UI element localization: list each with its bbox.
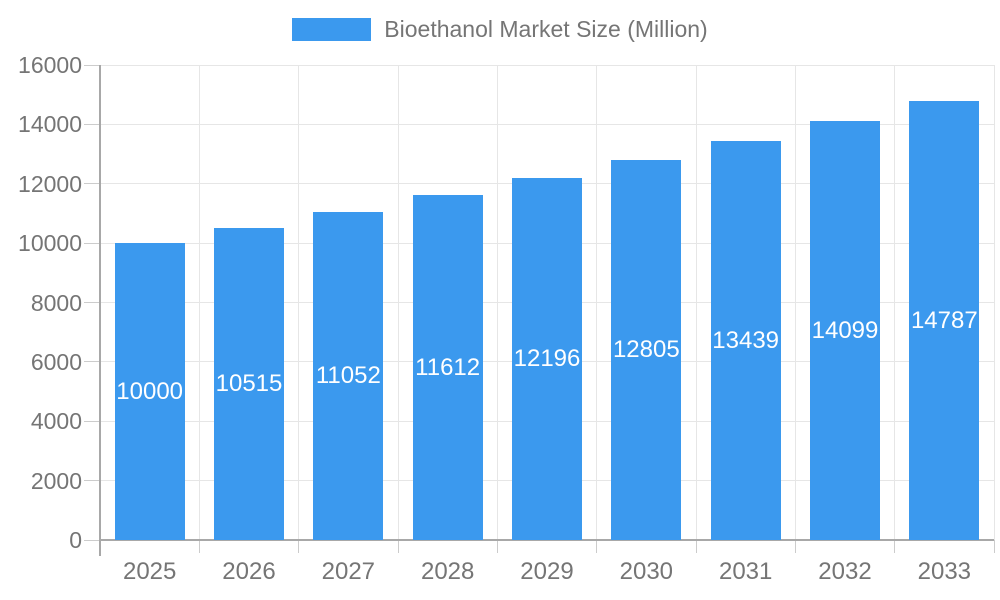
x-gridline (794, 65, 796, 540)
x-axis-line (100, 539, 994, 541)
x-gridline (596, 65, 598, 540)
legend[interactable]: Bioethanol Market Size (Million) (0, 16, 1000, 43)
bar-value-label: 11052 (315, 361, 381, 389)
y-axis-tick (84, 420, 100, 422)
bar-2025 (114, 243, 185, 540)
y-gridline (100, 123, 994, 125)
x-axis-tick (794, 540, 796, 553)
bar-value-label: 14787 (910, 306, 978, 334)
x-axis-tick-label: 2029 (520, 558, 574, 585)
y-axis-tick-label: 6000 (30, 348, 82, 375)
x-axis-tick (993, 540, 995, 553)
y-axis-tick-label: 12000 (18, 170, 82, 197)
x-axis-tick (298, 540, 300, 553)
x-axis-tick (397, 540, 399, 553)
x-axis-tick-label: 2032 (818, 558, 872, 585)
x-axis-tick-label: 2026 (222, 558, 276, 585)
bar-value-label: 12196 (513, 344, 581, 372)
bar-value-label: 10515 (215, 369, 283, 397)
y-axis-tick-label: 16000 (18, 52, 82, 78)
y-axis-tick-label: 14000 (18, 111, 82, 138)
bar-value-label: 12805 (612, 335, 680, 363)
x-axis-tick-label: 2028 (420, 558, 475, 585)
y-axis-tick (84, 302, 100, 303)
x-axis-tick-label: 2030 (619, 558, 674, 585)
y-axis-tick (84, 480, 100, 482)
x-gridline (298, 65, 300, 540)
x-axis-tick-label: 2033 (917, 558, 972, 585)
bar-2029 (512, 177, 582, 540)
y-axis-tick-label: 2000 (30, 467, 82, 494)
bar-2031 (710, 141, 781, 540)
y-axis-tick (84, 123, 100, 125)
y-axis-tick-label: 10000 (18, 230, 82, 257)
y-axis-tick (84, 539, 100, 541)
x-gridline (397, 65, 399, 540)
x-gridline (894, 65, 896, 540)
y-axis-tick (84, 242, 100, 244)
x-gridline (496, 65, 498, 540)
x-axis-tick (695, 540, 697, 553)
x-axis-tick-label: 2025 (122, 558, 177, 585)
y-axis-tick (84, 64, 100, 66)
y-axis-tick-label: 8000 (30, 289, 82, 316)
x-axis-tick-label: 2031 (718, 558, 773, 585)
y-axis-tick-label: 4000 (30, 408, 82, 435)
x-axis-tick (198, 540, 200, 553)
bar-2026 (214, 227, 284, 540)
bar-2030 (611, 159, 682, 540)
x-gridline (198, 65, 200, 540)
bar-2027 (313, 211, 384, 540)
x-axis-tick (894, 540, 896, 553)
bar-value-label: 14099 (811, 316, 879, 344)
legend-label: Bioethanol Market Size (Million) (384, 16, 708, 42)
y-axis-line (99, 65, 101, 556)
bar-2032 (810, 121, 880, 540)
bar-2033 (909, 101, 980, 540)
x-axis-tick-label: 2027 (321, 558, 376, 585)
y-axis-tick (84, 361, 100, 363)
x-axis-tick (596, 540, 598, 553)
bar-value-label: 10000 (116, 377, 184, 405)
x-gridline (993, 65, 995, 540)
x-gridline (695, 65, 697, 540)
y-gridline (100, 64, 994, 66)
bar-value-label: 11612 (415, 353, 481, 381)
y-axis-tick (84, 183, 100, 185)
x-axis-tick (496, 540, 498, 553)
bar-value-label: 13439 (712, 326, 780, 354)
bar-2028 (412, 195, 483, 540)
legend-swatch (292, 18, 372, 41)
y-axis-tick-label: 0 (69, 527, 82, 553)
